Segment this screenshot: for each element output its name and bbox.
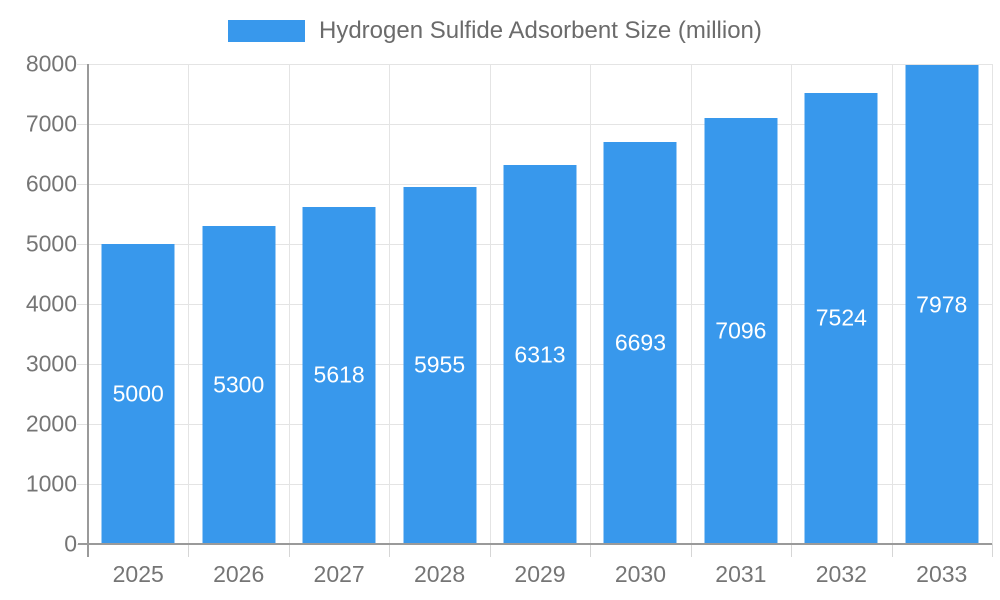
bar[interactable]: 7978 [905,65,979,544]
bar[interactable]: 5300 [202,226,276,544]
bar[interactable]: 7524 [804,92,878,544]
gridline-vertical [489,64,491,544]
x-tick-label: 2025 [112,561,164,587]
legend-swatch [228,20,305,42]
x-tick-label: 2026 [213,561,265,587]
x-tick-label: 2027 [313,561,365,587]
x-axis-tick [891,544,893,557]
y-axis-tick [77,244,88,245]
x-axis-tick [188,544,190,557]
gridline-horizontal [88,124,992,125]
x-axis-tick [992,544,993,557]
x-tick-label: 2032 [815,561,867,587]
y-axis-labels: 0 1000 2000 3000 4000 5000 6000 7000 8000 [0,52,77,555]
y-tick-label: 0 [64,530,77,557]
x-axis-tick [389,544,391,557]
y-tick-label: 2000 [25,410,77,437]
bar[interactable]: 5955 [403,186,477,544]
y-tick-label: 1000 [25,470,77,497]
y-tick-label: 7000 [25,110,77,137]
x-tick-label: 2030 [614,561,667,587]
bar-value-label: 7978 [916,291,968,318]
y-tick-label: 6000 [25,170,77,197]
y-tick-label: 5000 [25,230,77,257]
x-tick-label: 2033 [916,561,968,587]
plot-area: 5000 5300 5618 5955 6313 6693 7096 7524 7978 [77,64,993,557]
x-axis-tick [791,544,793,557]
bar[interactable]: 7096 [704,118,778,544]
bar[interactable]: 5618 [302,206,376,544]
bar[interactable]: 6313 [503,165,577,544]
y-axis-tick [77,304,88,305]
gridline-vertical [791,64,793,544]
bar-value-label: 6313 [514,341,566,368]
x-axis-tick [489,544,491,557]
gridline-vertical [590,64,592,544]
y-tick-label: 3000 [25,350,77,377]
bar-value-label: 7096 [715,317,767,344]
bar-value-label: 6693 [614,329,667,356]
bar-value-label: 5000 [112,380,164,407]
gridline-vertical [188,64,190,544]
gridline-horizontal [88,64,992,65]
bar[interactable]: 5000 [101,244,175,544]
y-axis-tick [77,484,88,485]
y-axis-tick [77,64,88,65]
x-axis-labels: 2025 2026 2027 2028 2029 2030 2031 2032 2033 [88,563,992,593]
x-tick-label: 2029 [514,561,566,587]
y-axis-line [87,64,89,557]
gridline-vertical [389,64,391,544]
bar-value-label: 5618 [313,361,365,388]
y-axis-tick [77,124,88,125]
gridline-vertical [891,64,893,544]
bar-value-label: 5300 [213,371,265,398]
x-axis-tick [690,544,692,557]
y-tick-label: 8000 [25,50,77,77]
x-tick-label: 2028 [413,561,466,587]
y-axis-tick [77,424,88,425]
x-axis-line [78,543,992,545]
gridline-vertical [288,64,290,544]
gridline-vertical [690,64,692,544]
bar-value-label: 5955 [413,351,466,378]
legend-item[interactable]: Hydrogen Sulfide Adsorbent Size (million… [228,17,762,44]
x-tick-label: 2031 [715,561,767,587]
y-tick-label: 4000 [25,290,77,317]
bar-value-label: 7524 [815,304,867,331]
x-axis-tick [590,544,592,557]
y-axis-tick [77,184,88,185]
bar[interactable]: 6693 [603,142,677,544]
y-axis-tick [77,364,88,365]
legend-label: Hydrogen Sulfide Adsorbent Size (million… [319,17,762,44]
gridline-vertical [992,64,993,544]
x-axis-tick [288,544,290,557]
